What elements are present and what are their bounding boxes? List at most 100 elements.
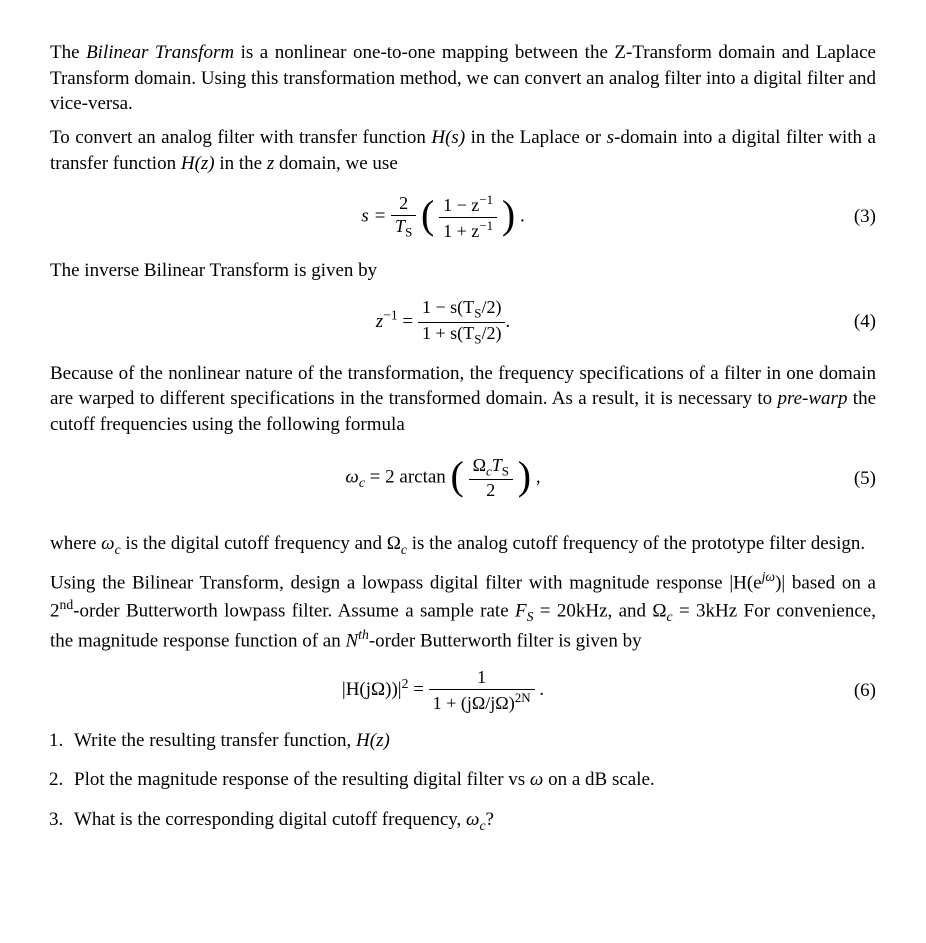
- text: Write the resulting transfer function,: [74, 730, 356, 751]
- math-wc2: ω: [466, 809, 479, 830]
- eq3-number: (3): [836, 204, 876, 230]
- math-jw: jω: [762, 569, 775, 584]
- para-warp: Because of the nonlinear nature of the t…: [50, 361, 876, 438]
- rparen-icon: ): [502, 192, 515, 237]
- text: −1: [479, 218, 493, 233]
- question-list: Write the resulting transfer function, H…: [68, 728, 876, 836]
- eq3-frac1-den: TS: [391, 216, 416, 240]
- text: −1: [479, 192, 493, 207]
- eq5-num: ΩcTS: [469, 456, 513, 481]
- text: The: [50, 42, 86, 63]
- text: /2): [481, 323, 501, 343]
- eq4-lhs-b: =: [398, 310, 418, 331]
- eq4-frac: 1 − s(TS/2) 1 + s(TS/2): [418, 298, 506, 347]
- eq3-lhs: s =: [361, 206, 391, 227]
- text: T: [492, 455, 502, 475]
- text: is the analog cutoff frequency of the pr…: [407, 533, 865, 554]
- text: Ω: [473, 455, 486, 475]
- para-inverse: The inverse Bilinear Transform is given …: [50, 258, 876, 284]
- para-where: where ωc is the digital cutoff frequency…: [50, 531, 876, 559]
- text: Because of the nonlinear nature of the t…: [50, 363, 876, 410]
- eq3-tail: .: [520, 206, 525, 227]
- text: domain, we use: [274, 153, 397, 174]
- text: where: [50, 533, 101, 554]
- rparen-icon: ): [518, 453, 531, 498]
- eq4-tail: .: [505, 310, 510, 331]
- eq4-num: 1 − s(TS/2): [418, 298, 506, 323]
- lparen-icon: (: [421, 192, 434, 237]
- math-oc-a: Ω: [652, 600, 666, 621]
- math-n: N: [345, 630, 358, 651]
- eq5-frac: ΩcTS 2: [469, 456, 513, 502]
- equation-5: ωc = 2 arctan ( ΩcTS 2 ) , (5): [50, 451, 876, 505]
- math-oc-val: = 3kHz: [673, 600, 738, 621]
- text: Using the Bilinear Transform, design a l…: [50, 572, 729, 593]
- eq4-den: 1 + s(TS/2): [418, 323, 506, 347]
- text: 1 + (jΩ/jΩ): [433, 693, 515, 713]
- eq6-lhs-a: |H(jΩ))|: [342, 679, 402, 700]
- math-omegac: Ω: [387, 533, 401, 554]
- math-2: 2: [50, 600, 60, 621]
- eq3-frac2-num: 1 − z−1: [439, 193, 497, 218]
- text: -order Butterworth lowpass filter. Assum…: [73, 600, 515, 621]
- text: S: [502, 463, 509, 478]
- math-fs-a: F: [515, 600, 527, 621]
- math-hejw-b: )|: [775, 572, 785, 593]
- eq3-frac2: 1 − z−1 1 + z−1: [439, 193, 497, 242]
- text: in the Laplace or: [465, 127, 606, 148]
- eq4-lhs-sup: −1: [383, 307, 398, 322]
- equation-3: s = 2 TS ( 1 − z−1 1 + z−1 ) . (3): [50, 190, 876, 244]
- eq3-frac1-num: 2: [391, 194, 416, 216]
- text: on a dB scale.: [543, 769, 654, 790]
- equation-4: z−1 = 1 − s(TS/2) 1 + s(TS/2) . (4): [50, 298, 876, 347]
- math-s: s: [607, 127, 614, 148]
- math-hejw-a: |H(e: [729, 572, 761, 593]
- eq6-den: 1 + (jΩ/jΩ)2N: [429, 690, 535, 714]
- math-omega: ω: [530, 769, 543, 790]
- eq5-body: ωc = 2 arctan ( ΩcTS 2 ) ,: [50, 451, 836, 505]
- math-fs-val: = 20kHz: [533, 600, 607, 621]
- eq5-lhs-a: ω: [345, 467, 358, 488]
- text: /2): [481, 297, 501, 317]
- para-design: Using the Bilinear Transform, design a l…: [50, 568, 876, 655]
- eq4-body: z−1 = 1 − s(TS/2) 1 + s(TS/2) .: [50, 298, 836, 347]
- para-intro: The Bilinear Transform is a nonlinear on…: [50, 40, 876, 117]
- math-hz2: H(z): [356, 730, 390, 751]
- text: is the digital cutoff frequency and: [121, 533, 387, 554]
- question-2: Plot the magnitude response of the resul…: [68, 767, 876, 793]
- text: What is the corresponding digital cutoff…: [74, 809, 466, 830]
- para-convert: To convert an analog filter with transfe…: [50, 125, 876, 176]
- question-1: Write the resulting transfer function, H…: [68, 728, 876, 754]
- eq5-lhs-b: = 2 arctan: [365, 467, 451, 488]
- math-th: th: [358, 627, 369, 642]
- eq3-frac1: 2 TS: [391, 194, 416, 240]
- text: T: [395, 216, 405, 236]
- text: 1 − z: [443, 195, 479, 215]
- eq6-lhs-b: =: [408, 679, 428, 700]
- text: S: [405, 225, 412, 240]
- text: -order Butterworth filter is given by: [369, 630, 642, 651]
- eq6-frac: 1 1 + (jΩ/jΩ)2N: [429, 668, 535, 714]
- eq6-tail: .: [539, 679, 544, 700]
- math-nd: nd: [60, 597, 74, 612]
- equation-6: |H(jΩ))|2 = 1 1 + (jΩ/jΩ)2N . (6): [50, 668, 876, 714]
- text: in the: [215, 153, 267, 174]
- math-wc: ω: [101, 533, 114, 554]
- text: , and: [608, 600, 653, 621]
- text: Plot the magnitude response of the resul…: [74, 769, 530, 790]
- eq6-number: (6): [836, 678, 876, 704]
- text: 2N: [515, 690, 531, 705]
- eq5-den: 2: [469, 480, 513, 501]
- math-hz: H(z): [181, 153, 215, 174]
- text: ?: [486, 809, 494, 830]
- term-prewarp: pre-warp: [777, 388, 847, 409]
- text: 1 − s(T: [422, 297, 474, 317]
- question-3: What is the corresponding digital cutoff…: [68, 807, 876, 835]
- eq3-frac2-den: 1 + z−1: [439, 218, 497, 242]
- lparen-icon: (: [451, 453, 464, 498]
- eq6-num: 1: [429, 668, 535, 690]
- text: 1 + s(T: [422, 323, 474, 343]
- text: based on a: [785, 572, 876, 593]
- eq5-number: (5): [836, 466, 876, 492]
- eq6-body: |H(jΩ))|2 = 1 1 + (jΩ/jΩ)2N .: [50, 668, 836, 714]
